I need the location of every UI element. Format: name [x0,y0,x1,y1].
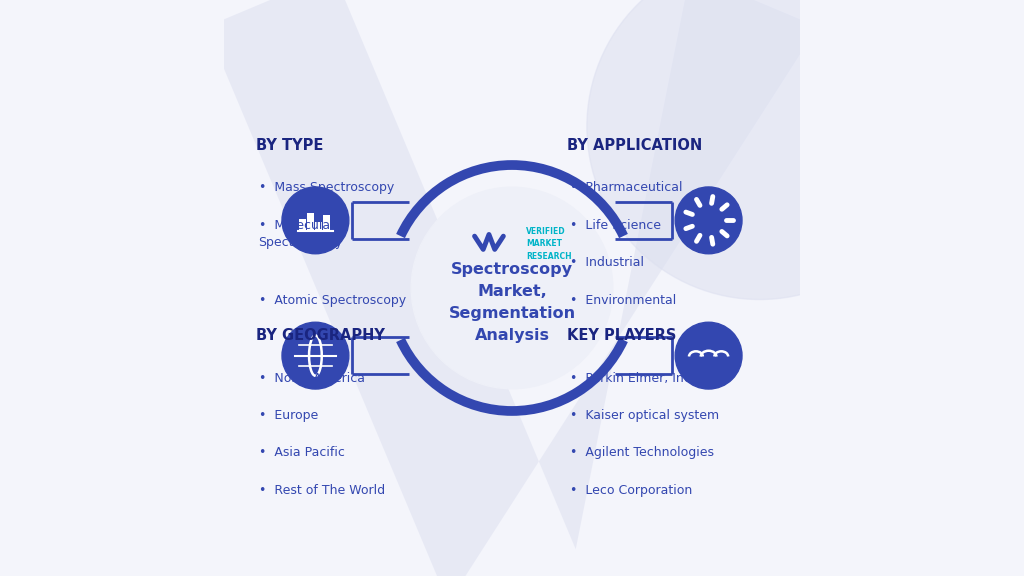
Text: •  Kaiser optical system: • Kaiser optical system [569,409,719,422]
Circle shape [675,322,742,389]
Text: •  Rest of The World: • Rest of The World [258,484,385,497]
Bar [307,214,314,231]
Text: •  Europe: • Europe [258,409,317,422]
Text: •  Life Science: • Life Science [569,219,660,232]
Text: •  Environmental: • Environmental [569,294,676,307]
Bar [324,215,331,231]
Text: BY APPLICATION: BY APPLICATION [566,138,702,153]
Text: •  Mass Spectroscopy: • Mass Spectroscopy [258,181,394,195]
Circle shape [675,187,742,254]
Text: •  Asia Pacific: • Asia Pacific [258,446,344,460]
Circle shape [282,322,349,389]
Text: KEY PLAYERS: KEY PLAYERS [566,328,676,343]
Text: •  Atomic Spectroscopy: • Atomic Spectroscopy [258,294,406,307]
Text: •  North America: • North America [258,372,365,385]
Text: •  Agilent Technologies: • Agilent Technologies [569,446,714,460]
Text: BY TYPE: BY TYPE [256,138,323,153]
Text: •  Leco Corporation: • Leco Corporation [569,484,692,497]
Bar [299,219,306,231]
Text: VERIFIED
MARKET
RESEARCH: VERIFIED MARKET RESEARCH [526,226,572,261]
Text: •  Perkin Elmer, Inc: • Perkin Elmer, Inc [569,372,690,385]
Text: •  Molecular
Spectroscopy: • Molecular Spectroscopy [258,219,343,249]
Circle shape [412,187,612,389]
Text: •  Pharmaceutical: • Pharmaceutical [569,181,682,195]
Text: BY GEOGRAPHY: BY GEOGRAPHY [256,328,385,343]
Bar [315,222,323,231]
Circle shape [587,0,933,300]
Text: Spectroscopy
Market,
Segmentation
Analysis: Spectroscopy Market, Segmentation Analys… [449,262,575,343]
Circle shape [282,187,349,254]
Text: •  Industrial: • Industrial [569,256,644,270]
Polygon shape [207,0,817,576]
